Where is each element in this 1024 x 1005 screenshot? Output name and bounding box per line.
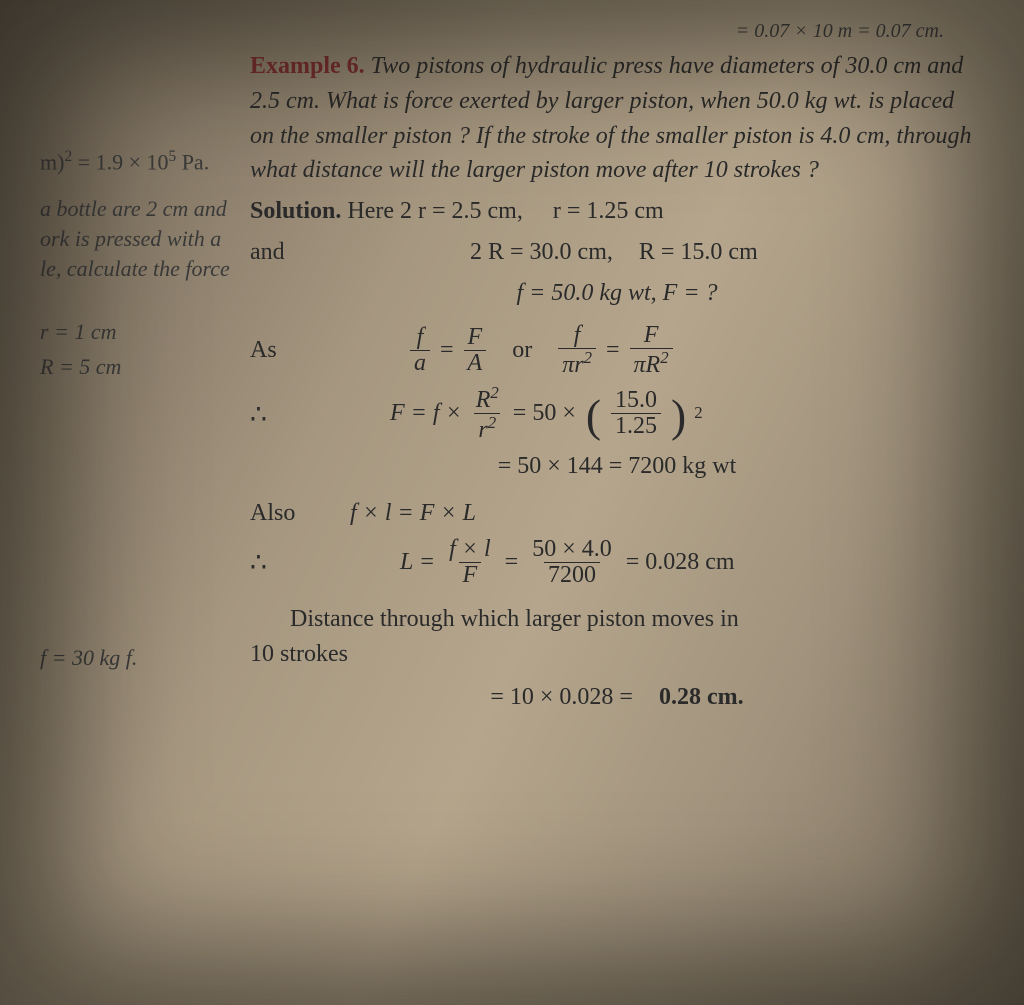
num-fl: f × l bbox=[445, 537, 495, 562]
L-eq: L = bbox=[400, 545, 435, 580]
pressure-mid: = 1.9 × 10 bbox=[72, 149, 168, 174]
frac-f-pir2: f πr2 bbox=[558, 323, 596, 378]
frac-F-A: F A bbox=[464, 325, 487, 376]
r2-text: r bbox=[478, 417, 487, 443]
den-F: F bbox=[459, 562, 482, 588]
num-F: F bbox=[464, 325, 487, 350]
therefore-2: ∴ bbox=[250, 543, 340, 581]
solution-block-1: Solution. Here 2 r = 2.5 cm, r = 1.25 cm… bbox=[250, 194, 984, 316]
den-7200: 7200 bbox=[544, 562, 600, 588]
solution-block-3: 10 strokes = 10 × 0.028 = 0.28 cm. bbox=[250, 637, 984, 721]
top-clipped-line: = 0.07 × 10 m = 0.07 cm. bbox=[40, 20, 984, 43]
sol-R: R = 15.0 cm bbox=[639, 235, 758, 270]
frac-15-125: 15.0 1.25 bbox=[611, 388, 661, 439]
left-f30: f = 30 kg f. bbox=[40, 643, 236, 673]
row-as: r = 1 cm R = 5 cm As f a = F A or bbox=[40, 317, 984, 638]
paren-sq: 2 bbox=[694, 401, 702, 425]
frac-F-piR2: F πR2 bbox=[630, 323, 673, 378]
row-bottom: f = 30 kg f. 10 strokes = 10 × 0.028 = 0… bbox=[40, 637, 984, 721]
frac-fl-F: f × l F bbox=[445, 537, 495, 588]
example-label: Example 6. bbox=[250, 53, 365, 79]
problem-text: Example 6. Two pistons of hydraulic pres… bbox=[250, 49, 984, 188]
leftcol-rR: r = 1 cm R = 5 cm bbox=[40, 317, 250, 382]
row-problem: m)2 = 1.9 × 105 Pa. Example 6. Two pisto… bbox=[40, 49, 984, 188]
leftcol-f30: f = 30 kg f. bbox=[40, 637, 250, 673]
bottle-l3: le, calculate the force bbox=[40, 254, 236, 284]
den-piR2: πR2 bbox=[630, 348, 673, 378]
num-15: 15.0 bbox=[611, 388, 661, 413]
lparen: ( bbox=[586, 398, 601, 434]
eq-ratio: As f a = F A or f πr2 bbox=[250, 323, 984, 378]
pir2-text: πr bbox=[562, 352, 583, 378]
sol-2R: 2 R = 30.0 cm, bbox=[470, 235, 613, 270]
eq-F: ∴ F = f × R2 r2 = 50 × ( 15.0 1.25 )2 bbox=[250, 384, 984, 443]
den-a: a bbox=[410, 350, 430, 376]
sol-f-F: f = 50.0 kg wt, F = ? bbox=[516, 276, 717, 311]
solution-line2: and 2 R = 30.0 cm, R = 15.0 cm bbox=[250, 235, 984, 270]
pressure-lhs-sq: 2 bbox=[64, 148, 72, 165]
left-r: r = 1 cm bbox=[40, 317, 236, 347]
F-prefix: F = f × bbox=[390, 396, 462, 431]
eq-L: ∴ L = f × l F = 50 × 4.0 7200 = 0.028 cm bbox=[250, 537, 984, 588]
den-r2: r2 bbox=[474, 413, 500, 443]
num-f2: f bbox=[570, 323, 585, 348]
distance-text: Distance through which larger piston mov… bbox=[250, 602, 984, 637]
r2-exp: 2 bbox=[488, 413, 496, 432]
R2-exp: 2 bbox=[490, 383, 498, 402]
pressure-lhs: m) bbox=[40, 149, 64, 174]
final-eq: = 10 × 0.028 = 0.28 cm. bbox=[250, 680, 984, 715]
pressure-unit: Pa. bbox=[176, 149, 209, 174]
den-pir2: πr2 bbox=[558, 348, 596, 378]
R2-text: R bbox=[476, 387, 491, 413]
bottle-l2: ork is pressed with a bbox=[40, 224, 236, 254]
frac-R2-r2: R2 r2 bbox=[472, 384, 503, 443]
solution-block-2: As f a = F A or f πr2 bbox=[250, 317, 984, 638]
sol-2r: Here 2 r = 2.5 cm, bbox=[347, 198, 522, 224]
num-f: f bbox=[413, 325, 428, 350]
eq-also: Also f × l = F × L bbox=[250, 496, 984, 531]
piR2-text: πR bbox=[634, 352, 661, 378]
left-R: R = 5 cm bbox=[40, 352, 236, 382]
sol-r: r = 1.25 cm bbox=[553, 198, 664, 224]
bottle-l1: a bottle are 2 cm and bbox=[40, 194, 236, 224]
frac-5040-7200: 50 × 4.0 7200 bbox=[528, 537, 616, 588]
solution-line3: f = 50.0 kg wt, F = ? bbox=[250, 276, 984, 311]
leftcol-pressure: m)2 = 1.9 × 105 Pa. bbox=[40, 49, 250, 177]
solution-label: Solution. bbox=[250, 198, 341, 224]
eq-7200: = 50 × 144 = 7200 kg wt bbox=[250, 449, 984, 484]
as-label: As bbox=[250, 333, 340, 368]
den-125: 1.25 bbox=[611, 413, 661, 439]
fifty-times: = 50 × bbox=[513, 396, 576, 431]
piR2-exp: 2 bbox=[660, 348, 668, 367]
num-F2: F bbox=[640, 323, 663, 348]
L-val: = 0.028 cm bbox=[626, 545, 735, 580]
also-label: Also bbox=[250, 496, 340, 531]
or-label: or bbox=[512, 333, 532, 368]
and-label: and bbox=[250, 235, 340, 270]
rparen: ) bbox=[671, 398, 686, 434]
num-5040: 50 × 4.0 bbox=[528, 537, 616, 562]
row-sol1: a bottle are 2 cm and ork is pressed wit… bbox=[40, 194, 984, 316]
pressure-fragment: m)2 = 1.9 × 105 Pa. bbox=[40, 147, 236, 177]
final-answer: 0.28 cm. bbox=[659, 680, 744, 715]
final-calc: = 10 × 0.028 = bbox=[490, 680, 633, 715]
pir2-exp: 2 bbox=[584, 348, 592, 367]
leftcol-bottle: a bottle are 2 cm and ork is pressed wit… bbox=[40, 194, 250, 283]
num-R2: R2 bbox=[472, 384, 503, 413]
den-A: A bbox=[464, 350, 487, 376]
frac-f-a: f a bbox=[410, 325, 430, 376]
res-7200: = 50 × 144 = 7200 kg wt bbox=[498, 449, 737, 484]
page-root: = 0.07 × 10 m = 0.07 cm. m)2 = 1.9 × 105… bbox=[0, 0, 1024, 1005]
ten-strokes: 10 strokes bbox=[250, 637, 984, 672]
fl-FL: f × l = F × L bbox=[350, 496, 476, 531]
therefore-1: ∴ bbox=[250, 395, 340, 433]
solution-line1: Solution. Here 2 r = 2.5 cm, r = 1.25 cm bbox=[250, 194, 984, 229]
